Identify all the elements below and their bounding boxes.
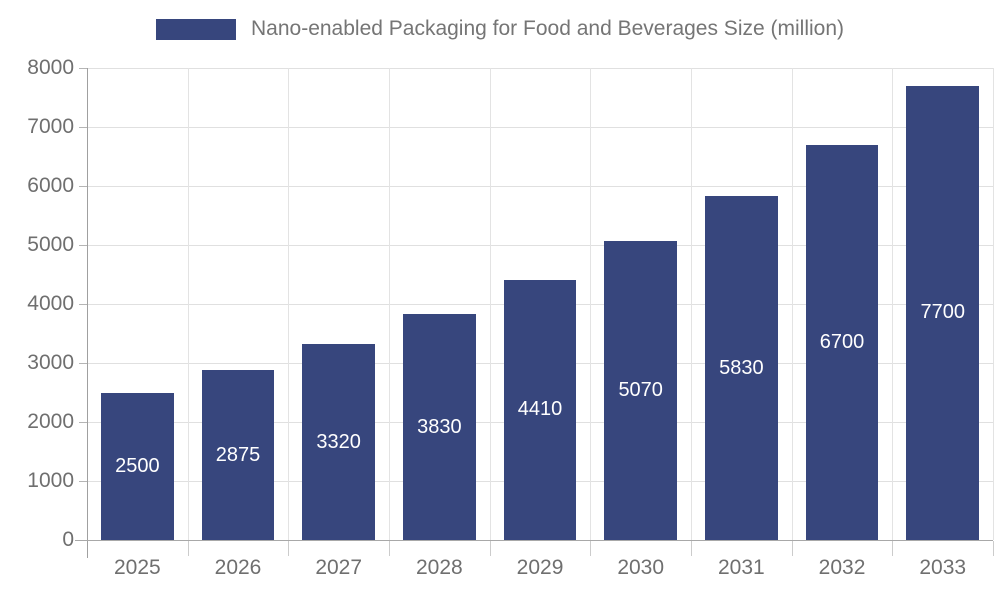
gridline-y-6000	[87, 186, 993, 187]
x-axis-labels: 2025 2026 2027 2028 2029 2030 2031 2032 2033	[87, 556, 993, 580]
bar-value-label-2033: 7700	[920, 301, 965, 324]
bar-2028: 3830	[403, 314, 476, 540]
y-tick-label-0: 0	[62, 528, 74, 551]
bar-2025: 2500	[101, 392, 174, 540]
bar-value-label-2029: 4410	[517, 398, 563, 421]
bar-2027: 3320	[302, 344, 375, 540]
bar-value-label-2030: 5070	[618, 378, 663, 401]
gridline-x-2	[288, 68, 290, 540]
x-tick-2	[288, 541, 290, 556]
gridline-x-4	[489, 68, 491, 540]
x-tick-label-2031: 2031	[718, 556, 765, 579]
gridline-y-8000	[87, 68, 993, 69]
y-tick-7000	[79, 127, 87, 128]
gridline-x-8	[892, 68, 894, 540]
gridline-y-7000	[87, 127, 993, 128]
x-tick-1	[187, 541, 189, 556]
bar-2026: 2875	[201, 370, 275, 540]
gridline-x-5	[590, 68, 592, 540]
y-tick-label-2000: 2000	[27, 410, 74, 433]
bar-slot-2032: 6700	[792, 68, 893, 540]
x-tick-8	[892, 541, 894, 556]
x-tick-4	[489, 541, 491, 556]
bar-2033: 7700	[906, 85, 979, 540]
y-tick-3000	[79, 363, 87, 364]
gridline-y-5000	[87, 245, 993, 246]
bar-value-label-2026: 2875	[215, 443, 261, 466]
x-tick-label-2025: 2025	[113, 556, 161, 579]
gridline-x-3	[389, 68, 390, 540]
bar-value-label-2031: 5830	[719, 356, 764, 379]
bar-2030: 5070	[604, 240, 677, 540]
bar-value-label-2027: 3320	[316, 430, 361, 453]
bar-slot-2026: 2875	[188, 68, 289, 540]
bar-2032: 6700	[805, 144, 879, 540]
y-tick-label-6000: 6000	[27, 174, 74, 197]
bar-2029: 4410	[503, 279, 577, 540]
y-tick-label-4000: 4000	[27, 292, 74, 315]
x-tick-label-2033: 2033	[919, 556, 967, 579]
x-tick-label-2028: 2028	[415, 556, 463, 579]
x-tick-3	[389, 541, 390, 556]
bar-slot-2031: 5830	[691, 68, 792, 540]
bar-value-label-2028: 3830	[417, 415, 462, 438]
x-tick-7	[791, 541, 793, 556]
x-tick-label-2027: 2027	[315, 556, 363, 579]
bar-slot-2029: 4410	[490, 68, 591, 540]
y-axis-labels: 0 1000 2000 3000 4000 5000 6000 7000 8000	[0, 56, 74, 551]
x-tick-9	[993, 541, 994, 556]
legend-swatch	[155, 18, 236, 40]
y-tick-label-3000: 3000	[27, 351, 74, 374]
x-axis-line	[75, 540, 993, 541]
bar-slot-2027: 3320	[288, 68, 389, 540]
bar-value-label-2025: 2500	[115, 454, 160, 477]
y-tick-8000	[79, 68, 87, 69]
x-tick-label-2030: 2030	[617, 556, 665, 579]
y-axis-line	[87, 68, 88, 558]
y-tick-5000	[79, 245, 87, 246]
y-tick-6000	[79, 186, 87, 187]
y-tick-1000	[79, 481, 87, 482]
x-tick-label-2026: 2026	[214, 556, 262, 579]
x-tick-label-2029: 2029	[516, 556, 564, 579]
x-tick-6	[691, 541, 692, 556]
bar-2031: 5830	[705, 196, 778, 540]
gridline-x-9	[993, 68, 994, 540]
y-tick-label-1000: 1000	[27, 469, 74, 492]
bar-slot-2030: 5070	[590, 68, 691, 540]
plot-area: 2500 2875 3320 3830 4410 5070 5830 6700 7700	[87, 68, 994, 540]
x-tick-label-2032: 2032	[818, 556, 866, 579]
gridline-x-6	[691, 68, 692, 540]
bar-slot-2028: 3830	[389, 68, 490, 540]
gridline-x-7	[791, 68, 793, 540]
y-tick-label-7000: 7000	[27, 115, 74, 138]
bar-series: 2500 2875 3320 3830 4410 5070 5830 6700 7700	[87, 68, 993, 540]
bar-slot-2033: 7700	[892, 68, 993, 540]
gridline-x-1	[187, 68, 189, 540]
y-tick-label-8000: 8000	[27, 56, 74, 79]
y-tick-label-5000: 5000	[27, 233, 74, 256]
bar-slot-2025: 2500	[87, 68, 188, 540]
legend-label: Nano-enabled Packaging for Food and Beve…	[250, 17, 845, 40]
y-tick-4000	[79, 304, 87, 305]
y-tick-2000	[79, 422, 87, 423]
legend[interactable]: Nano-enabled Packaging for Food and Beve…	[155, 17, 845, 41]
x-tick-5	[590, 541, 592, 556]
bar-value-label-2032: 6700	[819, 330, 865, 353]
